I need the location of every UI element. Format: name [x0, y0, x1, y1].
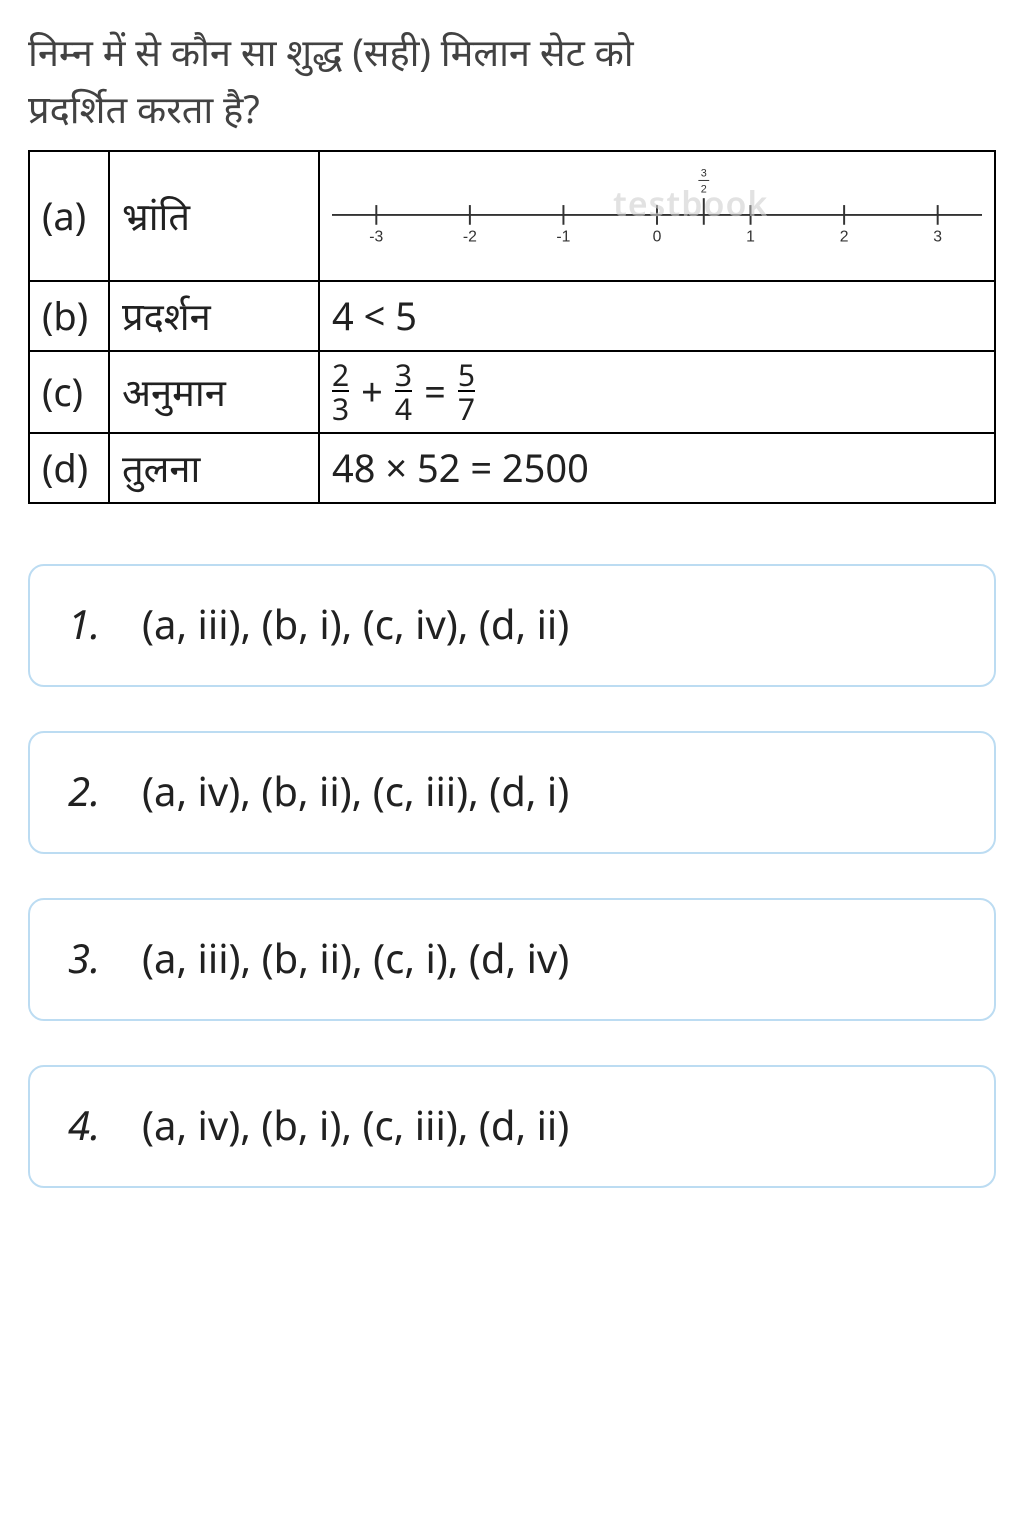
option-number: 2.: [68, 763, 110, 818]
match-table: (a) भ्रांति testbook -3 -2 -1 0 1 2 3 3: [28, 150, 996, 504]
row-letter: (b): [29, 281, 109, 351]
fraction: 5 7: [458, 360, 475, 424]
option-text: (a, iv), (b, i), (c, iii), (d, ii): [142, 1097, 569, 1152]
tick: -1: [556, 205, 570, 245]
svg-text:1: 1: [746, 229, 755, 246]
row-value: 48 × 52 = 2500: [319, 433, 995, 503]
question-line2: प्रदर्शित करता है?: [28, 83, 260, 135]
fraction: 3 4: [395, 360, 412, 424]
svg-text:2: 2: [840, 229, 849, 246]
frac-den: 3: [332, 390, 349, 424]
svg-text:-3: -3: [369, 229, 383, 246]
svg-text:0: 0: [653, 229, 662, 246]
tick: 2: [840, 205, 849, 245]
frac-num: 5: [458, 360, 475, 390]
row-label: प्रदर्शन: [109, 281, 319, 351]
tick: 3: [933, 205, 942, 245]
row-value: 4 < 5: [319, 281, 995, 351]
row-label: तुलना: [109, 433, 319, 503]
frac-num: 2: [332, 360, 349, 390]
option-1[interactable]: 1. (a, iii), (b, i), (c, iv), (d, ii): [28, 564, 996, 687]
frac-den: 4: [395, 390, 412, 424]
tick: 1: [746, 205, 755, 245]
plus-sign: +: [361, 366, 383, 418]
option-text: (a, iii), (b, i), (c, iv), (d, ii): [142, 596, 569, 651]
option-3[interactable]: 3. (a, iii), (b, ii), (c, i), (d, iv): [28, 898, 996, 1021]
row-label: अनुमान: [109, 351, 319, 433]
svg-text:-2: -2: [463, 229, 477, 246]
frac-den: 7: [458, 390, 475, 424]
row-value: 2 3 + 3 4 = 5 7: [319, 351, 995, 433]
option-text: (a, iv), (b, ii), (c, iii), (d, i): [142, 763, 569, 818]
option-number: 1.: [68, 596, 110, 651]
row-letter: (d): [29, 433, 109, 503]
tick: 0: [653, 205, 662, 245]
svg-text:-1: -1: [556, 229, 570, 246]
marker-top: 3: [701, 168, 707, 180]
numberline-cell: testbook -3 -2 -1 0 1 2 3 3 2: [319, 151, 995, 281]
option-number: 4.: [68, 1097, 110, 1152]
fraction: 2 3: [332, 360, 349, 424]
tick: -2: [463, 205, 477, 245]
equals-sign: =: [424, 366, 446, 418]
marker-bot: 2: [701, 183, 707, 195]
table-row: (d) तुलना 48 × 52 = 2500: [29, 433, 995, 503]
option-number: 3.: [68, 930, 110, 985]
table-row: (c) अनुमान 2 3 + 3 4 = 5 7: [29, 351, 995, 433]
numberline: -3 -2 -1 0 1 2 3 3 2: [332, 160, 982, 260]
frac-num: 3: [395, 360, 412, 390]
row-letter: (a): [29, 151, 109, 281]
row-label: भ्रांति: [109, 151, 319, 281]
svg-text:3: 3: [933, 229, 942, 246]
question-line1: निम्न में से कौन सा शुद्ध (सही) मिलान से…: [28, 26, 634, 78]
options-list: 1. (a, iii), (b, i), (c, iv), (d, ii) 2.…: [28, 564, 996, 1188]
table-row: (b) प्रदर्शन 4 < 5: [29, 281, 995, 351]
option-4[interactable]: 4. (a, iv), (b, i), (c, iii), (d, ii): [28, 1065, 996, 1188]
tick: -3: [369, 205, 383, 245]
option-2[interactable]: 2. (a, iv), (b, ii), (c, iii), (d, i): [28, 731, 996, 854]
option-text: (a, iii), (b, ii), (c, i), (d, iv): [142, 930, 569, 985]
question-text: निम्न में से कौन सा शुद्ध (सही) मिलान से…: [28, 24, 996, 138]
numberline-marker: 3 2: [698, 168, 709, 225]
row-letter: (c): [29, 351, 109, 433]
table-row: (a) भ्रांति testbook -3 -2 -1 0 1 2 3 3: [29, 151, 995, 281]
